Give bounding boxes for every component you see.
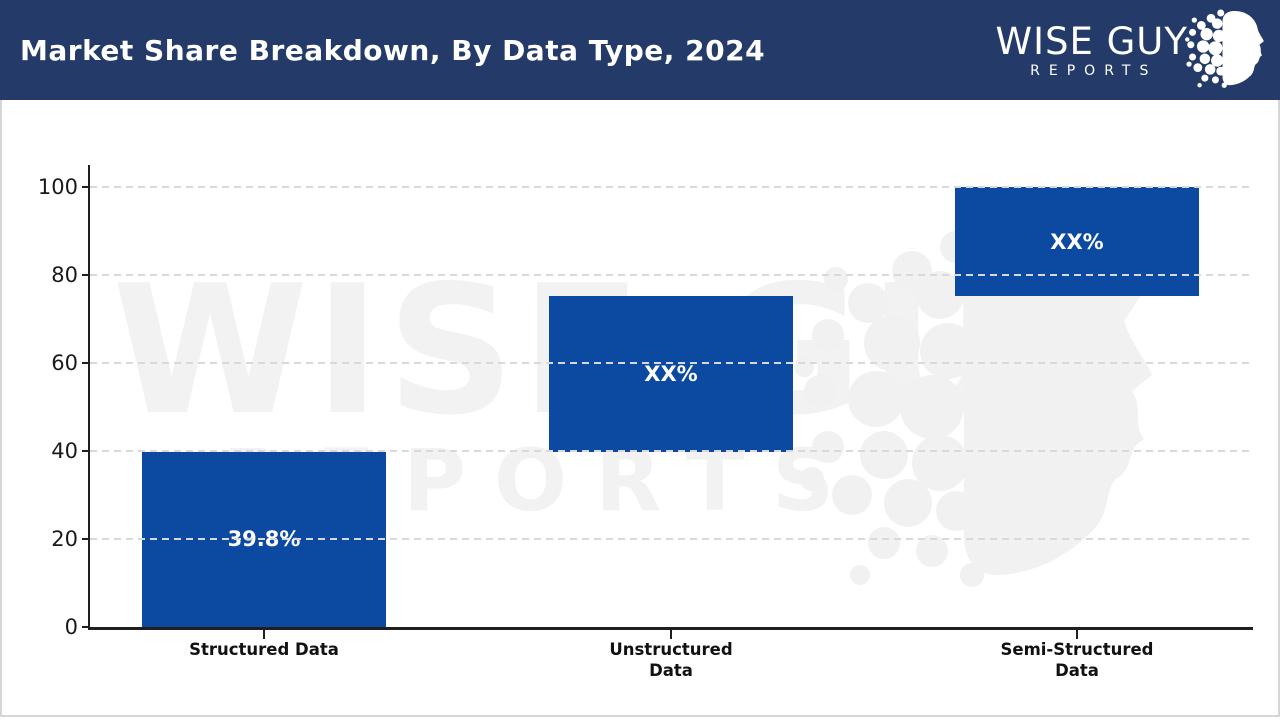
- y-tick-80: [82, 274, 89, 276]
- bar-value-label-2: XX%: [644, 361, 698, 386]
- brand-text: WISE GUY REPORTS: [996, 23, 1188, 78]
- x-tick-2: [670, 630, 672, 639]
- gridline-40: [90, 450, 1253, 452]
- y-tick-40: [82, 450, 89, 452]
- x-tick-3: [1076, 630, 1078, 639]
- gridline-60: [90, 362, 1253, 364]
- x-axis-line: [88, 627, 1253, 630]
- brand-wordmark: WISE GUY: [995, 19, 1188, 63]
- bar-value-label-3: XX%: [1050, 229, 1104, 254]
- bar-segment-3: XX%: [955, 187, 1199, 297]
- y-tick-label-0: 0: [64, 615, 78, 639]
- y-tick-0: [82, 626, 89, 628]
- gridline-100: [90, 186, 1253, 188]
- y-tick-label-80: 80: [51, 263, 78, 287]
- gridline-80: [90, 274, 1253, 276]
- header-bar: Market Share Breakdown, By Data Type, 20…: [0, 0, 1280, 100]
- y-tick-label-20: 20: [51, 527, 78, 551]
- x-category-label-2: Unstructured Data: [609, 640, 733, 680]
- y-tick-20: [82, 538, 89, 540]
- bar-segment-2: XX%: [549, 296, 793, 452]
- y-tick-label-60: 60: [51, 351, 78, 375]
- x-category-label-1: Structured Data: [189, 640, 339, 659]
- y-tick-100: [82, 186, 89, 188]
- gridline-20: [90, 538, 1253, 540]
- y-tick-label-100: 100: [37, 175, 78, 199]
- brand-subtitle: REPORTS: [1030, 62, 1158, 79]
- page-title: Market Share Breakdown, By Data Type, 20…: [20, 33, 766, 67]
- y-tick-60: [82, 362, 89, 364]
- y-axis-line: [88, 165, 90, 629]
- x-category-label-3: Semi-Structured Data: [1000, 640, 1154, 680]
- watermark-face-icon: [794, 231, 1152, 587]
- brand-face-icon: [1185, 9, 1264, 88]
- brand-logo: WISE GUY REPORTS: [996, 0, 1270, 100]
- x-tick-1: [263, 630, 265, 639]
- y-tick-label-40: 40: [51, 439, 78, 463]
